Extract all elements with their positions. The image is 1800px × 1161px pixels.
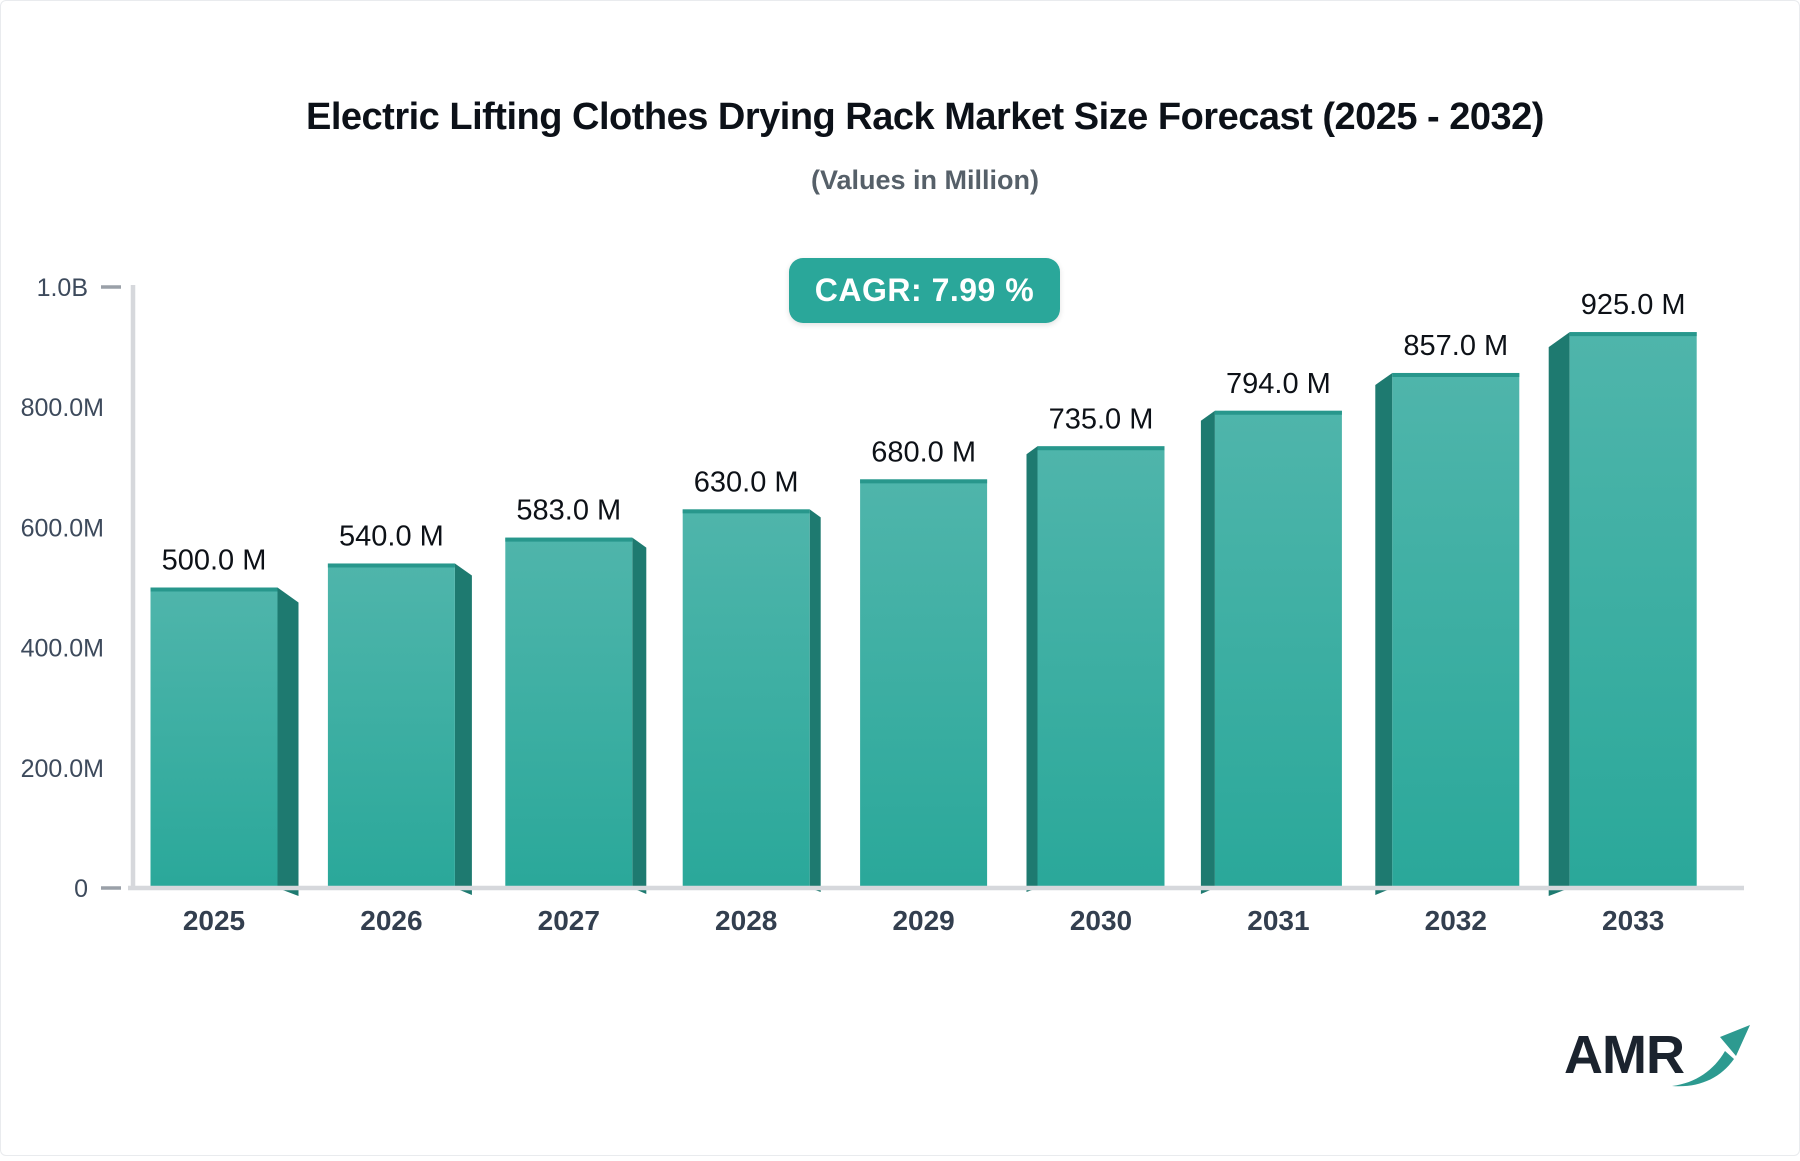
bar-side-2030 bbox=[1026, 446, 1038, 892]
x-axis-label-2033: 2033 bbox=[1602, 905, 1664, 936]
growth-arrow-icon bbox=[1672, 1025, 1750, 1087]
y-axis-label-800.0M: 800.0M bbox=[21, 394, 104, 422]
x-axis-label-2029: 2029 bbox=[892, 905, 954, 936]
bar-2031[interactable] bbox=[1214, 410, 1342, 888]
bar-value-label-2026: 540.0 M bbox=[339, 520, 444, 552]
bar-value-label-2029: 680.0 M bbox=[871, 436, 976, 468]
y-axis-label-400.0M: 400.0M bbox=[21, 635, 104, 663]
bar-side-2026 bbox=[454, 563, 472, 895]
bar-value-label-2033: 925.0 M bbox=[1581, 289, 1686, 321]
y-axis-label-1.0B: 1.0B bbox=[37, 274, 88, 302]
bar-2027[interactable] bbox=[505, 537, 633, 888]
cagr-badge: CAGR: 7.99 % bbox=[789, 258, 1060, 323]
amr-logo: AMR bbox=[1564, 1025, 1752, 1094]
bar-value-label-2032: 857.0 M bbox=[1403, 330, 1508, 362]
bar-side-2033 bbox=[1548, 332, 1570, 896]
bar-side-2031 bbox=[1200, 410, 1215, 894]
x-axis-label-2028: 2028 bbox=[715, 905, 777, 936]
chart-title: Electric Lifting Clothes Drying Rack Mar… bbox=[306, 96, 1544, 138]
x-axis-label-2025: 2025 bbox=[183, 905, 245, 936]
bar-value-label-2031: 794.0 M bbox=[1226, 368, 1331, 400]
chart-subtitle: (Values in Million) bbox=[810, 165, 1040, 195]
x-axis-label-2030: 2030 bbox=[1070, 905, 1132, 936]
bar-2032[interactable] bbox=[1392, 372, 1520, 888]
bar-side-2027 bbox=[632, 537, 647, 894]
x-axis-label-2031: 2031 bbox=[1247, 905, 1309, 936]
y-axis-label-200.0M: 200.0M bbox=[21, 755, 104, 783]
x-axis-label-2032: 2032 bbox=[1425, 905, 1487, 936]
bar-value-label-2027: 583.0 M bbox=[516, 495, 621, 527]
bar-2028[interactable] bbox=[682, 509, 810, 888]
bar-side-2032 bbox=[1375, 372, 1393, 895]
bar-2026[interactable] bbox=[327, 563, 455, 888]
x-axis-label-2027: 2027 bbox=[538, 905, 600, 936]
y-axis-label-600.0M: 600.0M bbox=[21, 514, 104, 542]
bar-value-label-2028: 630.0 M bbox=[694, 466, 799, 498]
x-axis-label-2026: 2026 bbox=[360, 905, 422, 936]
bar-2033[interactable] bbox=[1569, 332, 1697, 888]
bar-2025[interactable] bbox=[150, 587, 278, 889]
bar-2029[interactable] bbox=[860, 479, 988, 888]
y-axis-label-0: 0 bbox=[74, 875, 88, 903]
bar-value-label-2030: 735.0 M bbox=[1049, 403, 1154, 435]
bar-value-label-2025: 500.0 M bbox=[162, 545, 267, 577]
bar-2030[interactable] bbox=[1037, 446, 1165, 888]
bar-side-2025 bbox=[277, 587, 299, 896]
bar-side-2028 bbox=[809, 509, 821, 892]
chart-header: Electric Lifting Clothes Drying Rack Mar… bbox=[50, 0, 1800, 196]
amr-logo-text: AMR bbox=[1564, 1025, 1685, 1085]
